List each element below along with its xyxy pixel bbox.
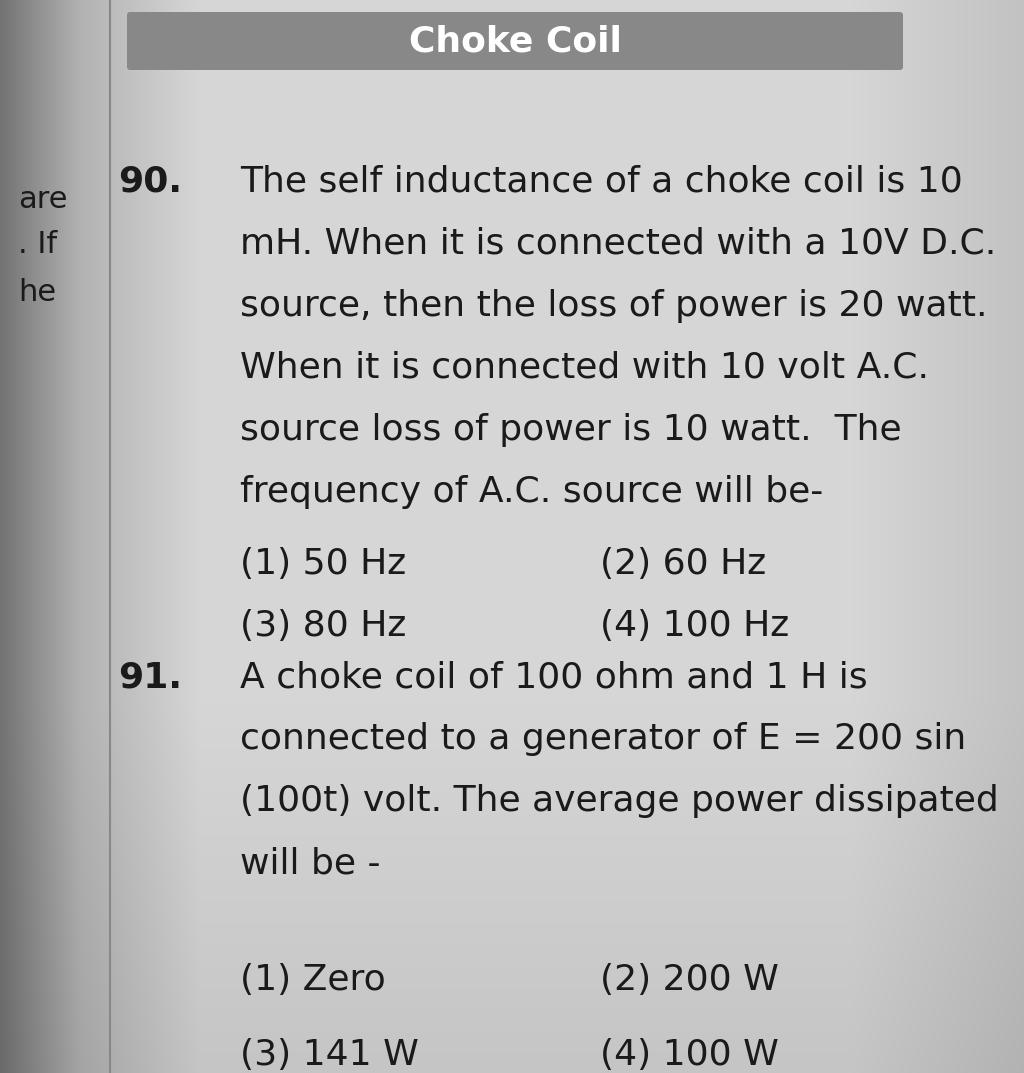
Text: (3) 141 W: (3) 141 W [240, 1038, 419, 1072]
Text: source loss of power is 10 watt.  The: source loss of power is 10 watt. The [240, 413, 901, 447]
Text: (4) 100 W: (4) 100 W [600, 1038, 779, 1072]
Text: are: are [18, 185, 68, 214]
Text: 91.: 91. [118, 660, 182, 694]
Text: (3) 80 Hz: (3) 80 Hz [240, 609, 407, 643]
Text: The self inductance of a choke coil is 10: The self inductance of a choke coil is 1… [240, 165, 963, 199]
Text: (2) 60 Hz: (2) 60 Hz [600, 547, 766, 580]
Text: Choke Coil: Choke Coil [409, 24, 622, 58]
Text: A choke coil of 100 ohm and 1 H is: A choke coil of 100 ohm and 1 H is [240, 660, 867, 694]
Text: he: he [18, 278, 56, 307]
Text: source, then the loss of power is 20 watt.: source, then the loss of power is 20 wat… [240, 289, 987, 323]
Text: (2) 200 W: (2) 200 W [600, 962, 779, 997]
Text: connected to a generator of E = 200 sin: connected to a generator of E = 200 sin [240, 722, 967, 756]
Text: (4) 100 Hz: (4) 100 Hz [600, 609, 790, 643]
Text: (100t) volt. The average power dissipated: (100t) volt. The average power dissipate… [240, 784, 998, 818]
Text: frequency of A.C. source will be-: frequency of A.C. source will be- [240, 475, 823, 509]
Text: (1) Zero: (1) Zero [240, 962, 386, 997]
Text: . If: . If [18, 230, 57, 259]
Text: mH. When it is connected with a 10V D.C.: mH. When it is connected with a 10V D.C. [240, 227, 996, 261]
Text: 90.: 90. [118, 165, 182, 199]
Text: (1) 50 Hz: (1) 50 Hz [240, 547, 407, 580]
FancyBboxPatch shape [127, 12, 903, 70]
Text: When it is connected with 10 volt A.C.: When it is connected with 10 volt A.C. [240, 351, 929, 385]
Text: will be -: will be - [240, 846, 381, 880]
